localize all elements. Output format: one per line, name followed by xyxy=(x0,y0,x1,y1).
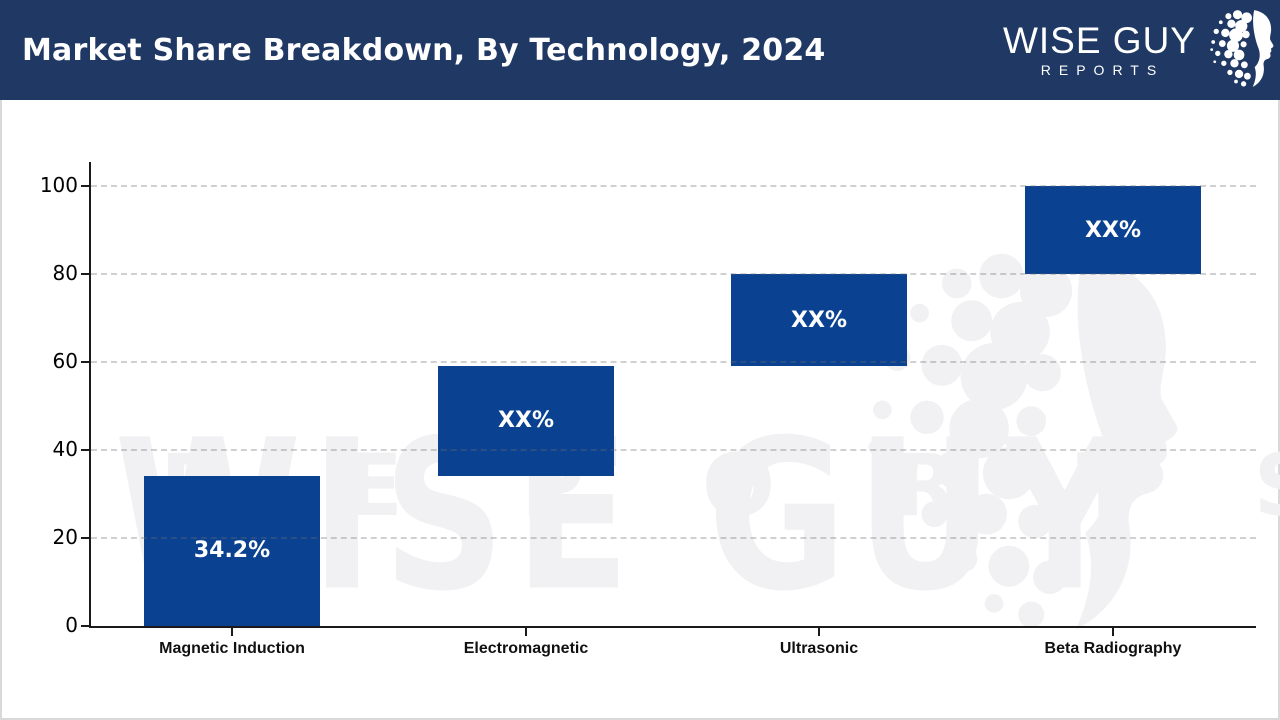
y-tick-label: 40 xyxy=(52,437,78,461)
y-tick-mark xyxy=(81,449,89,451)
x-category-label: Beta Radiography xyxy=(1044,640,1182,657)
logo-subtitle: REPORTS xyxy=(1040,62,1165,78)
bar-value-label: XX% xyxy=(498,408,554,434)
y-tick-label: 80 xyxy=(52,261,78,285)
gridline-100 xyxy=(91,185,1256,187)
gridline-40 xyxy=(91,449,1256,451)
y-tick-label: 100 xyxy=(39,173,78,197)
x-category-label: Electromagnetic xyxy=(463,640,589,657)
x-axis-spine xyxy=(89,626,1256,628)
bar-value-label: 34.2% xyxy=(193,538,271,564)
y-tick-label: 60 xyxy=(52,349,78,373)
logo-text: WISE GUY REPORTS xyxy=(1003,22,1196,78)
gridline-60 xyxy=(91,361,1256,363)
y-tick-mark xyxy=(81,625,89,627)
bar-ultrasonic: XX% xyxy=(731,274,907,367)
x-tick-mark xyxy=(1112,628,1114,636)
bar-beta-radiography: XX% xyxy=(1025,186,1201,274)
bar-value-label: XX% xyxy=(791,307,847,333)
x-category-label: Ultrasonic xyxy=(779,640,859,657)
logo-wordmark: WISE GUY xyxy=(1002,20,1196,61)
x-tick-mark xyxy=(231,628,233,636)
dotted-face-profile-icon xyxy=(1210,10,1274,87)
bar-magnetic-induction: 34.2% xyxy=(144,475,320,626)
gridline-80 xyxy=(91,273,1256,275)
watermark-subtitle: R E P O R T S xyxy=(160,436,1280,536)
x-tick-mark xyxy=(525,628,527,636)
y-tick-mark xyxy=(81,361,89,363)
gridline-20 xyxy=(91,537,1256,539)
y-tick-mark xyxy=(81,537,89,539)
wise-guy-reports-logo: WISE GUY REPORTS xyxy=(1003,0,1274,100)
bar-electromagnetic: XX% xyxy=(438,366,614,476)
y-axis-spine xyxy=(89,162,91,628)
bar-value-label: XX% xyxy=(1085,217,1141,243)
y-tick-mark xyxy=(81,185,89,187)
y-tick-label: 20 xyxy=(52,525,78,549)
header-banner: Market Share Breakdown, By Technology, 2… xyxy=(0,0,1280,100)
chart-area: WISE GUY R E P O R T S 0 20 40 60 80 100 34.2… xyxy=(2,100,1280,718)
page-title: Market Share Breakdown, By Technology, 2… xyxy=(22,32,826,68)
x-tick-mark xyxy=(818,628,820,636)
y-tick-label: 0 xyxy=(65,613,78,637)
x-category-label: Magnetic Induction xyxy=(159,640,305,657)
y-tick-mark xyxy=(81,273,89,275)
